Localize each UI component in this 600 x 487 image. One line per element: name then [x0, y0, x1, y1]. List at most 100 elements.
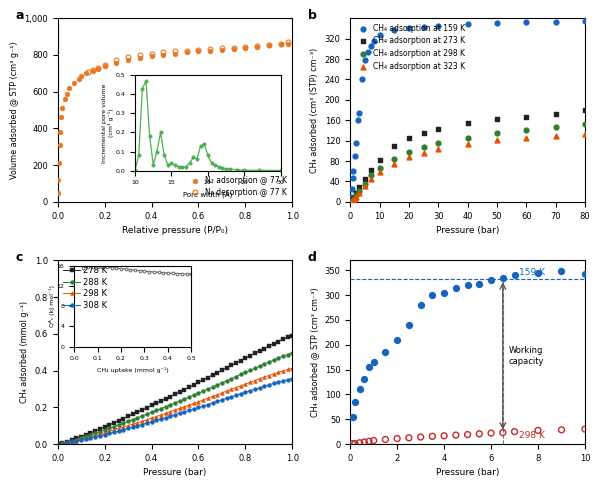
N₂ desorption @ 77 K — [136, 52, 143, 58]
CH₄ adsorption at 273 K — [404, 134, 413, 142]
Point — [355, 386, 364, 393]
N₂ adsorption @ 77 K — [61, 96, 68, 102]
CH₄ adsorption at 273 K — [348, 196, 358, 204]
N₂ adsorption @ 77 K — [265, 42, 272, 48]
Line: 278 K: 278 K — [56, 334, 295, 446]
N₂ adsorption @ 77 K — [277, 41, 284, 47]
Y-axis label: CH₄ adsorbed (mmol g⁻¹): CH₄ adsorbed (mmol g⁻¹) — [20, 301, 29, 403]
CH₄ adsorption at 323 K — [350, 195, 359, 203]
CH₄ adsorption at 159 K — [433, 22, 443, 30]
N₂ adsorption @ 77 K — [77, 73, 85, 79]
Point — [369, 437, 379, 445]
Point — [580, 425, 590, 433]
N₂ adsorption @ 77 K — [54, 190, 61, 196]
Point — [348, 440, 358, 448]
X-axis label: Pressure (bar): Pressure (bar) — [436, 226, 499, 235]
CH₄ adsorption at 298 K — [463, 134, 472, 142]
CH₄ adsorption at 298 K — [521, 127, 531, 134]
308 K — [106, 431, 113, 436]
CH₄ adsorption at 273 K — [521, 113, 531, 121]
CH₄ adsorption at 273 K — [346, 198, 356, 206]
CH₄ adsorption at 298 K — [404, 148, 413, 156]
298 K — [209, 393, 216, 399]
308 K — [223, 395, 230, 401]
288 K — [129, 417, 136, 423]
CH₄ adsorption at 298 K — [351, 191, 361, 199]
CH₄ adsorption at 273 K — [419, 129, 428, 137]
CH₄ adsorption at 323 K — [347, 198, 357, 206]
CH₄ adsorption at 298 K — [366, 171, 376, 179]
Y-axis label: Volume adsorbed @ STP (cm³ g⁻¹): Volume adsorbed @ STP (cm³ g⁻¹) — [10, 41, 19, 179]
CH₄ adsorption at 298 K — [349, 196, 358, 204]
Point — [416, 433, 425, 441]
CH₄ adsorption at 298 K — [419, 143, 428, 151]
CH₄ adsorption at 273 K — [347, 198, 356, 206]
N₂ adsorption @ 77 K — [82, 71, 89, 76]
N₂ desorption @ 77 K — [254, 43, 261, 49]
CH₄ adsorption at 323 K — [348, 197, 358, 205]
CH₄ adsorption at 298 K — [551, 124, 560, 131]
278 K — [289, 333, 296, 338]
CH₄ adsorption at 159 K — [347, 185, 357, 193]
N₂ desorption @ 77 K — [284, 39, 291, 45]
298 K — [284, 367, 291, 373]
CH₄ adsorption at 323 K — [375, 169, 385, 176]
N₂ adsorption @ 77 K — [172, 51, 179, 56]
Point — [428, 432, 437, 440]
N₂ adsorption @ 77 K — [113, 60, 120, 66]
N₂ adsorption @ 77 K — [59, 105, 66, 111]
CH₄ adsorption at 323 K — [521, 134, 531, 142]
N₂ desorption @ 77 K — [94, 65, 101, 71]
298 K — [106, 429, 113, 434]
N₂ desorption @ 77 K — [230, 45, 237, 51]
288 K — [106, 425, 113, 431]
CH₄ adsorption at 273 K — [492, 115, 502, 123]
Point — [392, 434, 402, 442]
N₂ adsorption @ 77 K — [160, 52, 167, 58]
CH₄ adsorption at 273 K — [347, 197, 357, 205]
Point — [428, 291, 437, 299]
Point — [498, 274, 508, 281]
288 K — [289, 350, 296, 356]
Point — [439, 432, 449, 440]
N₂ adsorption @ 77 K — [89, 68, 97, 74]
278 K — [284, 335, 291, 340]
CH₄ adsorption at 273 K — [580, 106, 590, 114]
N₂ adsorption @ 77 K — [64, 91, 71, 96]
CH₄ adsorption at 323 K — [354, 189, 364, 197]
Point — [498, 429, 508, 436]
N₂ adsorption @ 77 K — [55, 177, 62, 183]
CH₄ adsorption at 159 K — [360, 56, 370, 64]
N₂ desorption @ 77 K — [206, 46, 214, 52]
N₂ desorption @ 77 K — [113, 56, 120, 62]
Text: a: a — [16, 9, 24, 22]
N₂ adsorption @ 77 K — [183, 50, 190, 56]
Point — [486, 429, 496, 437]
Point — [533, 269, 543, 277]
N₂ adsorption @ 77 K — [56, 142, 63, 148]
Line: N₂ adsorption @ 77 K: N₂ adsorption @ 77 K — [55, 41, 290, 195]
Point — [439, 289, 449, 297]
CH₄ adsorption at 273 K — [366, 167, 376, 174]
298 K — [54, 441, 61, 447]
CH₄ adsorption at 159 K — [346, 197, 356, 205]
Point — [350, 398, 360, 406]
Point — [350, 440, 360, 448]
N₂ adsorption @ 77 K — [75, 76, 82, 82]
CH₄ adsorption at 323 K — [360, 182, 370, 189]
N₂ desorption @ 77 K — [183, 48, 190, 54]
N₂ desorption @ 77 K — [242, 44, 249, 50]
Point — [369, 358, 379, 366]
N₂ desorption @ 77 K — [172, 48, 179, 54]
CH₄ adsorption at 273 K — [433, 126, 443, 133]
298 K — [289, 365, 296, 371]
N₂ adsorption @ 77 K — [55, 160, 62, 166]
CH₄ adsorption at 159 K — [350, 152, 359, 160]
298 K — [124, 423, 131, 429]
278 K — [124, 413, 131, 419]
N₂ adsorption @ 77 K — [284, 41, 291, 47]
CH₄ adsorption at 273 K — [375, 156, 385, 164]
Line: 308 K: 308 K — [56, 376, 295, 446]
CH₄ adsorption at 323 K — [389, 160, 399, 168]
X-axis label: Pressure (bar): Pressure (bar) — [143, 468, 206, 477]
